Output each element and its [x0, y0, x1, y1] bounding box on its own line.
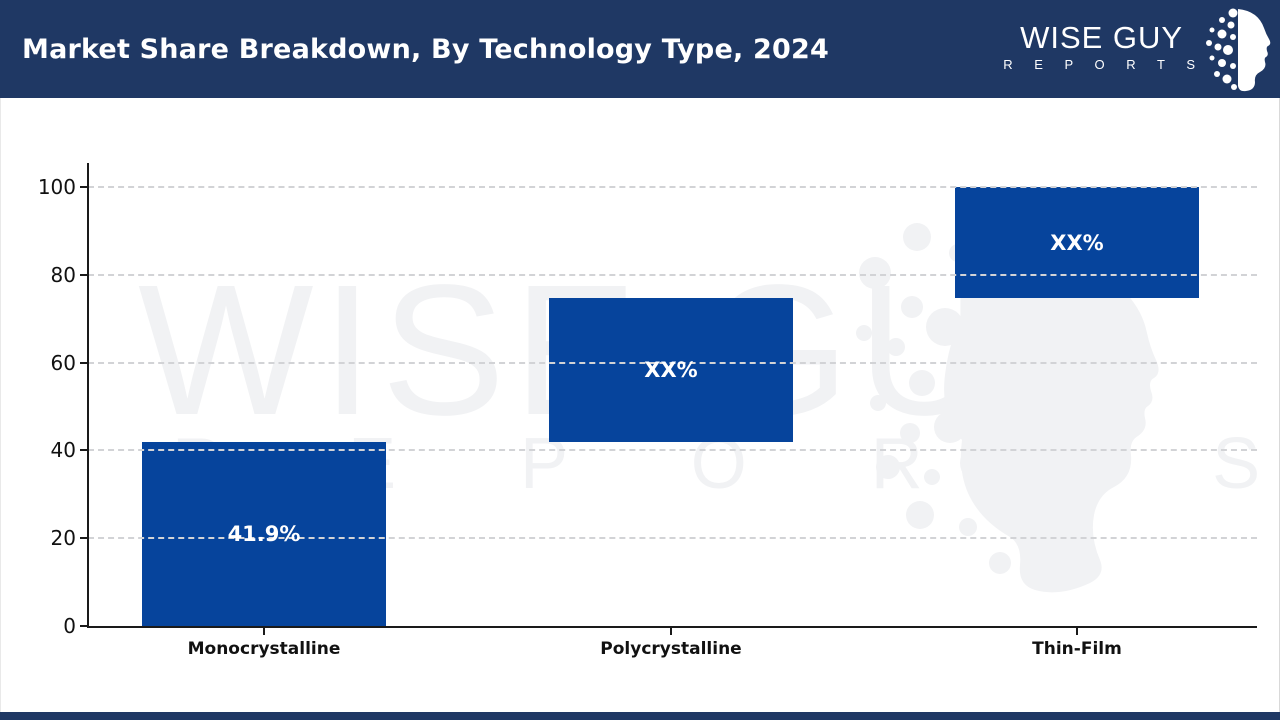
header-bar: Market Share Breakdown, By Technology Ty… — [0, 0, 1280, 98]
gridline-80 — [88, 273, 1257, 276]
y-tick-label-20: 20 — [50, 526, 76, 551]
y-tick-label-60: 60 — [50, 350, 76, 375]
brand-subtitle: R E P O R T S — [1003, 56, 1204, 72]
y-axis-line — [87, 163, 89, 628]
x-tick-mark-1 — [670, 628, 672, 635]
gridline-100 — [88, 186, 1257, 188]
bar-value-label: XX% — [644, 358, 698, 383]
y-tick-mark-40 — [80, 449, 88, 452]
bar-polycrystalline — [549, 298, 793, 443]
plot-area: 0 20 40 60 80 100 41.9% Monocrystalline XX% Polyc… — [0, 98, 1280, 712]
x-category-label: Monocrystalline — [187, 639, 341, 659]
bar-value-label: 41.9% — [227, 522, 301, 547]
y-tick-mark-80 — [80, 273, 88, 276]
bar-thin-film — [955, 187, 1199, 299]
bar-monocrystalline — [142, 442, 386, 626]
chart-title: Market Share Breakdown, By Technology Ty… — [22, 33, 829, 65]
y-tick-mark-100 — [80, 186, 88, 188]
y-tick-label-0: 0 — [63, 614, 76, 638]
y-tick-label-40: 40 — [50, 438, 76, 463]
footer-bar — [0, 712, 1280, 720]
gridline-20 — [88, 537, 1257, 540]
brand-head-icon — [1206, 8, 1271, 92]
gridline-40 — [88, 449, 1257, 452]
brand-logo-text: WISE GUY R E P O R T S — [999, 20, 1204, 72]
y-tick-mark-20 — [80, 537, 88, 540]
watermark-head-icon — [856, 223, 1159, 593]
y-tick-label-100: 100 — [37, 175, 76, 199]
brand-name: WISE GUY — [1020, 20, 1184, 55]
bar-value-label: XX% — [1050, 230, 1104, 255]
x-tick-mark-2 — [1076, 628, 1078, 635]
x-category-label: Polycrystalline — [600, 639, 742, 659]
x-category-label: Thin-Film — [1032, 639, 1122, 659]
y-tick-label-80: 80 — [50, 262, 76, 287]
y-tick-mark-0 — [80, 625, 88, 627]
x-axis-line — [87, 626, 1257, 628]
gridline-60 — [88, 361, 1257, 364]
x-tick-mark-0 — [263, 628, 265, 635]
y-tick-mark-60 — [80, 361, 88, 364]
brand-logo: WISE GUY R E P O R T S — [1003, 4, 1271, 94]
